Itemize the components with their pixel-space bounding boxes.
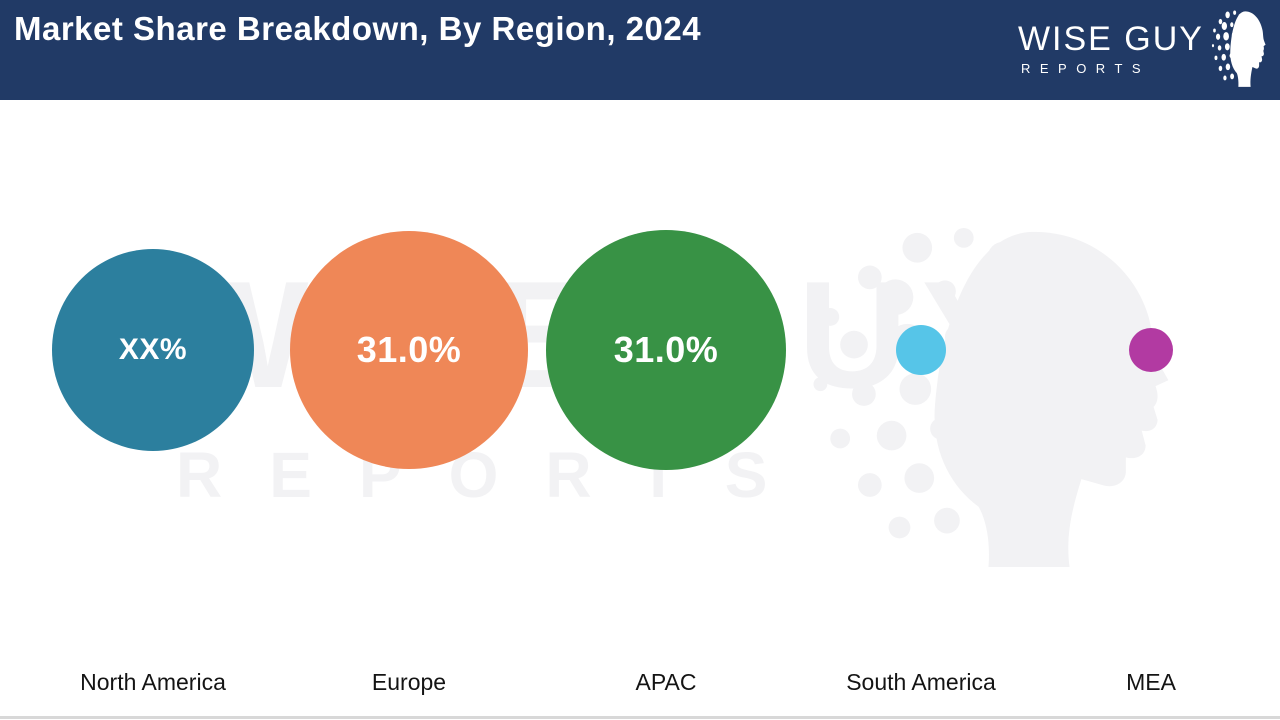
label-mea: MEA: [1126, 669, 1176, 695]
label-north-america: North America: [80, 669, 226, 695]
bottom-divider: [0, 716, 1280, 719]
bubble-apac: 31.0%: [546, 230, 786, 470]
wiseguy-logo: WISE GUY REPORTS: [1018, 10, 1266, 88]
watermark-face-icon: [813, 227, 1169, 568]
label-apac: APAC: [635, 669, 697, 695]
bubble-value-north-america: XX%: [118, 333, 188, 366]
header-bar: Market Share Breakdown, By Region, 2024 …: [0, 0, 1280, 100]
bubble-south-america: [896, 325, 946, 375]
logo-subtext: REPORTS: [1020, 60, 1151, 76]
bubble-europe: 31.0%: [290, 231, 528, 469]
wiseguy-logo-text: WISE GUY REPORTS: [1017, 20, 1204, 76]
bubble-value-apac: 31.0%: [613, 329, 719, 370]
label-europe: Europe: [371, 669, 447, 695]
bubble-north-america: XX%: [52, 249, 254, 451]
bubble-mea: [1129, 328, 1173, 372]
label-south-america: South America: [846, 669, 996, 695]
wiseguy-face-icon: [1211, 10, 1266, 87]
bubble-value-europe: 31.0%: [356, 329, 462, 370]
page-title: Market Share Breakdown, By Region, 2024: [14, 10, 702, 47]
logo-wordmark: WISE GUY: [1017, 20, 1204, 59]
